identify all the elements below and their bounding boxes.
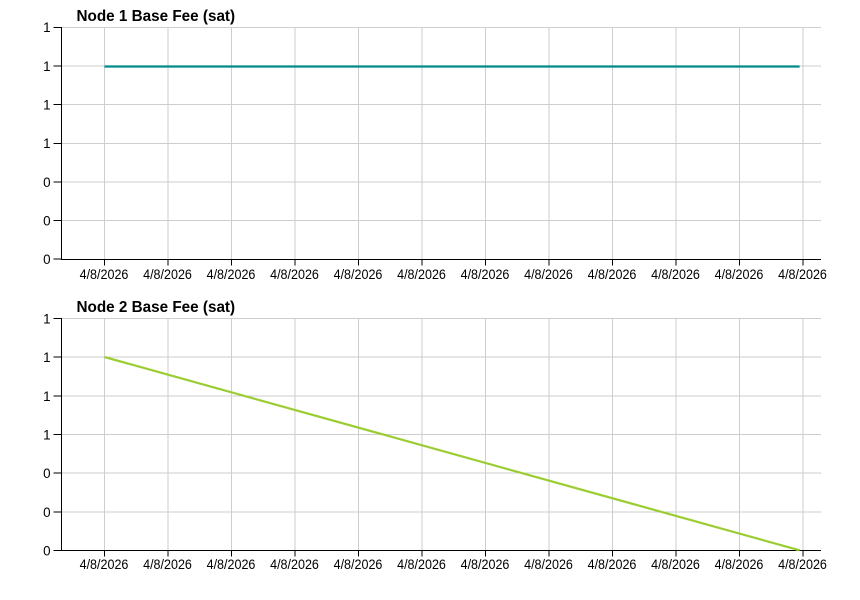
svg-text:1: 1 — [43, 311, 50, 326]
svg-text:Node 2 Base Fee (sat): Node 2 Base Fee (sat) — [77, 299, 236, 316]
svg-text:4/8/2026: 4/8/2026 — [651, 267, 700, 282]
svg-text:4/8/2026: 4/8/2026 — [461, 267, 510, 282]
svg-text:4/8/2026: 4/8/2026 — [397, 267, 446, 282]
svg-text:4/8/2026: 4/8/2026 — [143, 557, 192, 572]
svg-text:4/8/2026: 4/8/2026 — [524, 557, 573, 572]
svg-text:4/8/2026: 4/8/2026 — [334, 557, 383, 572]
svg-text:4/8/2026: 4/8/2026 — [715, 557, 764, 572]
svg-text:4/8/2026: 4/8/2026 — [270, 557, 319, 572]
svg-text:1: 1 — [43, 427, 50, 442]
svg-text:4/8/2026: 4/8/2026 — [80, 557, 129, 572]
svg-text:4/8/2026: 4/8/2026 — [651, 557, 700, 572]
svg-text:1: 1 — [43, 350, 50, 365]
svg-text:1: 1 — [43, 97, 50, 112]
svg-text:4/8/2026: 4/8/2026 — [715, 267, 764, 282]
svg-text:4/8/2026: 4/8/2026 — [588, 267, 637, 282]
svg-text:4/8/2026: 4/8/2026 — [334, 267, 383, 282]
svg-text:0: 0 — [43, 252, 50, 267]
svg-text:4/8/2026: 4/8/2026 — [778, 557, 827, 572]
svg-text:0: 0 — [43, 543, 50, 558]
svg-text:4/8/2026: 4/8/2026 — [461, 557, 510, 572]
svg-text:Node 1 Base Fee (sat): Node 1 Base Fee (sat) — [77, 8, 236, 25]
svg-text:4/8/2026: 4/8/2026 — [80, 267, 129, 282]
svg-text:4/8/2026: 4/8/2026 — [524, 267, 573, 282]
svg-text:4/8/2026: 4/8/2026 — [397, 557, 446, 572]
svg-text:4/8/2026: 4/8/2026 — [207, 557, 256, 572]
svg-text:0: 0 — [43, 175, 50, 190]
svg-text:4/8/2026: 4/8/2026 — [778, 267, 827, 282]
svg-text:4/8/2026: 4/8/2026 — [270, 267, 319, 282]
svg-text:0: 0 — [43, 505, 50, 520]
svg-text:4/8/2026: 4/8/2026 — [207, 267, 256, 282]
svg-text:1: 1 — [43, 59, 50, 74]
svg-text:0: 0 — [43, 466, 50, 481]
svg-text:1: 1 — [43, 20, 50, 35]
svg-text:0: 0 — [43, 213, 50, 228]
svg-text:4/8/2026: 4/8/2026 — [143, 267, 192, 282]
svg-text:1: 1 — [43, 136, 50, 151]
svg-text:1: 1 — [43, 389, 50, 404]
svg-text:4/8/2026: 4/8/2026 — [588, 557, 637, 572]
